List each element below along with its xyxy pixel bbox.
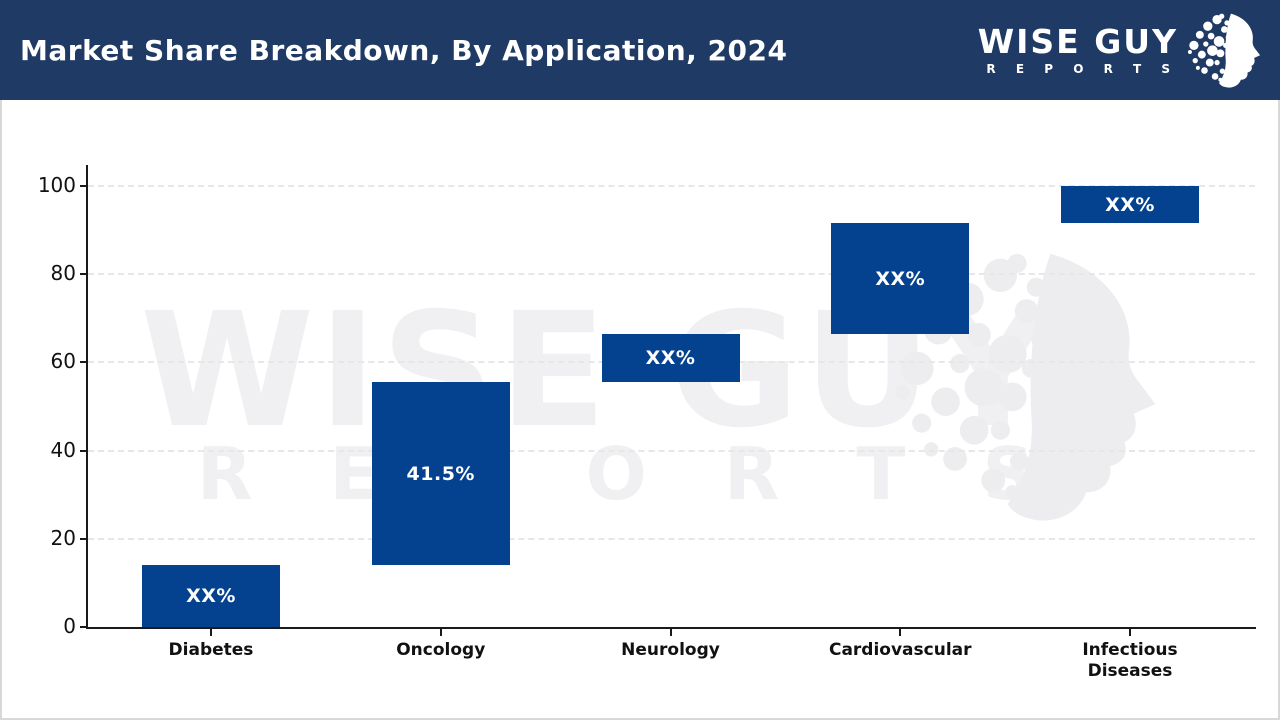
y-tick-mark [80,537,88,540]
logo-reports: R E P O R T S [986,62,1178,77]
x-tick-mark [210,629,212,636]
wise-guy-logo: WISE GUY R E P O R T S [978,7,1268,93]
y-tick-label: 60 [50,349,76,374]
logo-wordmark: WISE GUY R E P O R T S [977,21,1178,77]
bar-value-label: XX% [186,585,236,608]
bar-value-label: XX% [645,346,696,369]
y-tick-label: 0 [63,614,76,639]
y-tick-mark [80,185,88,187]
gridline-80 [88,273,1255,276]
y-tick-mark [80,626,88,628]
bar-oncology: 41.5% [371,382,510,566]
x-category-label: Oncology [396,640,486,660]
bar-neurology: XX% [601,333,740,383]
x-category-label: Cardiovascular [828,640,972,660]
x-category-label: Neurology [621,640,720,660]
y-tick-mark [80,361,88,364]
logo-name: WISE GUY [977,21,1178,61]
gridline-100 [88,185,1255,187]
bar-value-label: 41.5% [406,462,475,485]
y-tick-label: 20 [50,525,76,550]
bar-value-label: XX% [1105,193,1155,216]
x-axis-line [86,627,1256,629]
x-tick-mark [439,629,442,636]
header-bar: Market Share Breakdown, By Application, … [0,0,1280,100]
bar-value-label: XX% [875,267,926,290]
gridline-20 [88,537,1255,540]
bar-infectious-diseases: XX% [1061,186,1199,224]
y-tick-label: 80 [50,261,76,286]
y-axis-line [86,165,88,629]
gridline-40 [88,449,1255,452]
y-tick-mark [80,449,88,452]
bar-diabetes: XX% [142,565,280,627]
y-tick-label: 100 [37,173,76,198]
x-tick-mark [899,629,902,636]
y-tick-label: 40 [50,437,76,462]
x-tick-mark [669,629,672,636]
x-category-label: Infectious Diseases [1082,640,1178,682]
chart-title: Market Share Breakdown, By Application, … [20,33,788,67]
bar-cardiovascular: XX% [831,223,970,334]
x-category-label: Diabetes [168,640,254,660]
y-tick-mark [80,273,88,276]
x-tick-mark [1129,629,1131,636]
